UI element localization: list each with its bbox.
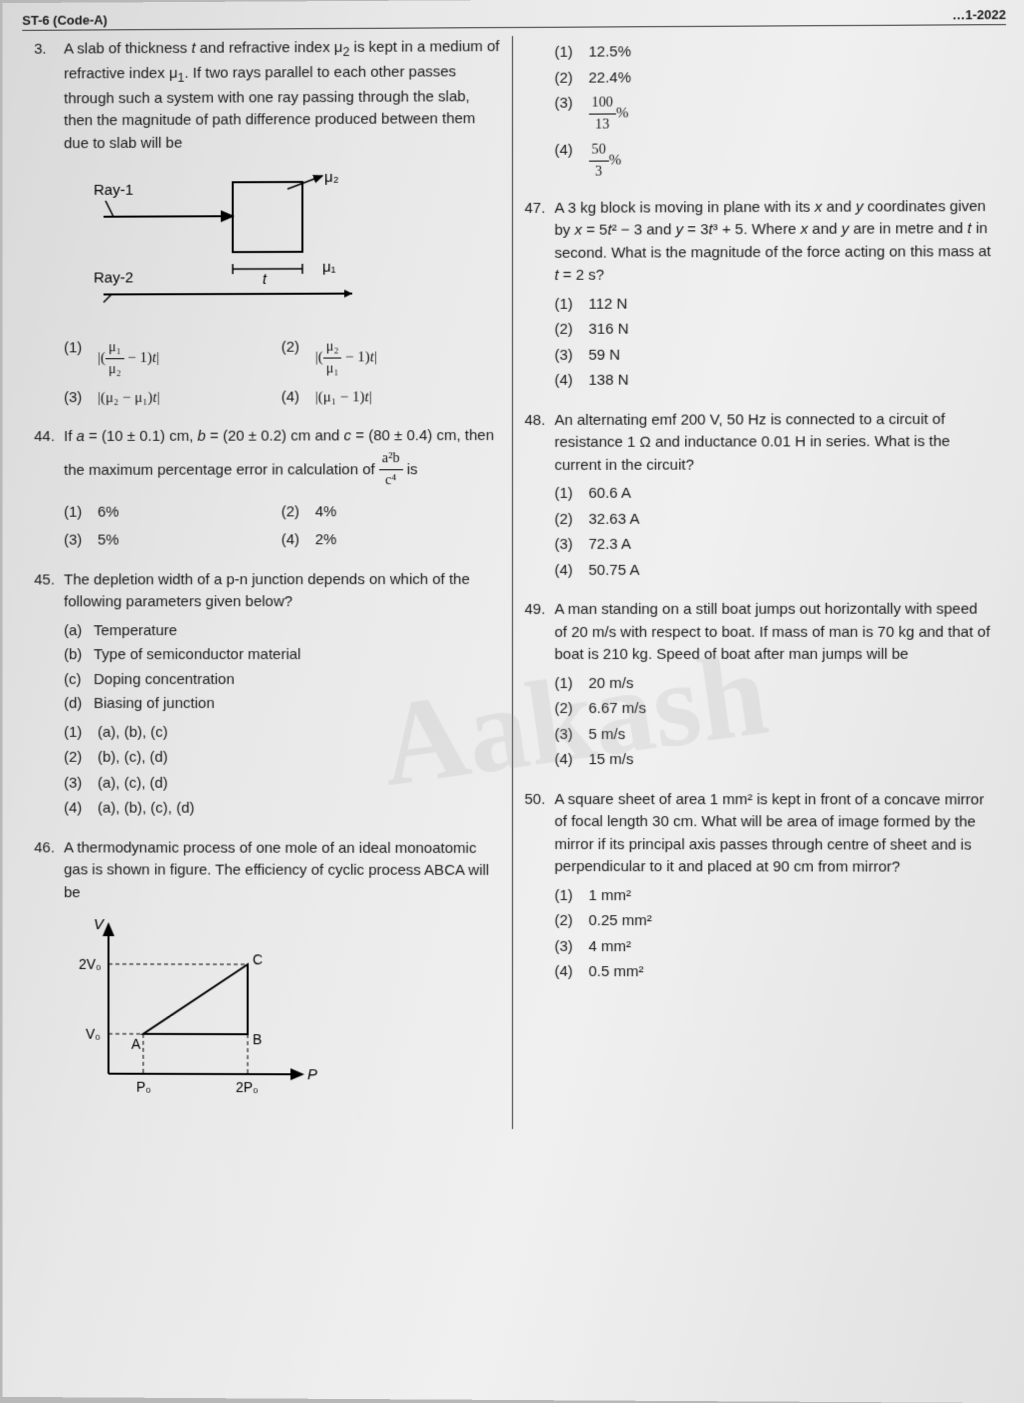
question-45: 45. The depletion width of a p-n junctio… <box>34 569 499 824</box>
svg-text:P₀: P₀ <box>136 1079 151 1095</box>
q50-num: 50. <box>524 789 554 987</box>
q48-num: 48. <box>524 409 554 585</box>
right-column: (1)12.5% (2)22.4% (3)10013% (4)503% 47. … <box>512 33 1006 1131</box>
svg-text:C: C <box>253 951 263 967</box>
q45-body: The depletion width of a p-n junction de… <box>64 569 500 824</box>
page-header: ST-6 (Code-A) …1-2022 <box>22 7 1006 31</box>
question-49: 49. A man standing on a still boat jumps… <box>524 599 993 775</box>
q49-num: 49. <box>524 599 554 775</box>
svg-text:A: A <box>131 1036 141 1052</box>
svg-text:P: P <box>307 1066 317 1083</box>
q49-options: (1)20 m/s (2)6.67 m/s (3)5 m/s (4)15 m/s <box>555 672 994 771</box>
q49-body: A man standing on a still boat jumps out… <box>555 599 994 775</box>
question-44: 44. If a = (10 ± 0.1) cm, b = (20 ± 0.2)… <box>34 425 499 555</box>
svg-text:μ₂: μ₂ <box>324 169 339 186</box>
svg-text:μ₁: μ₁ <box>322 259 336 276</box>
q45-subs: (a)Temperature (b)Type of semiconductor … <box>64 620 500 716</box>
header-left: ST-6 (Code-A) <box>22 12 107 27</box>
q43-num: 3. <box>34 39 64 413</box>
q44-body: If a = (10 ± 0.1) cm, b = (20 ± 0.2) cm … <box>64 425 500 555</box>
svg-text:V: V <box>94 916 106 933</box>
q46-options: (1)12.5% (2)22.4% (3)10013% (4)503% <box>555 39 994 183</box>
header-right: …1-2022 <box>952 7 1006 22</box>
ray2-label: Ray-2 <box>94 269 134 286</box>
q47-body: A 3 kg block is moving in plane with its… <box>555 195 994 395</box>
q50-options: (1)1 mm² (2)0.25 mm² (3)4 mm² (4)0.5 mm² <box>555 885 994 985</box>
q47-num: 47. <box>524 197 554 395</box>
q48-body: An alternating emf 200 V, 50 Hz is conne… <box>555 408 994 585</box>
question-48: 48. An alternating emf 200 V, 50 Hz is c… <box>524 408 993 585</box>
q44-options: (1)6% (2)4% (3)5% (4)2% <box>64 498 500 556</box>
question-46: 46. A thermodynamic process of one mole … <box>34 837 499 1115</box>
q50-body: A square sheet of area 1 mm² is kept in … <box>555 789 994 988</box>
q43-diagram: Ray-1 μ₂ Ray-2 <box>64 163 500 324</box>
svg-text:2P₀: 2P₀ <box>236 1079 259 1095</box>
exam-page: Aakash ST-6 (Code-A) …1-2022 3. A slab o… <box>2 0 1024 1403</box>
svg-text:B: B <box>253 1031 262 1047</box>
q43-options: (1)|(μ₁μ₂ − 1)t| (2)|(μ₂μ₁ − 1)t| (3)|(μ… <box>64 333 500 412</box>
svg-text:t: t <box>263 271 268 287</box>
q45-options: (1)(a), (b), (c) (2)(b), (c), (d) (3)(a)… <box>64 721 500 820</box>
svg-text:2V₀: 2V₀ <box>79 956 102 972</box>
q44-num: 44. <box>34 426 64 555</box>
q43-body: A slab of thickness t and refractive ind… <box>64 36 500 412</box>
left-column: 3. A slab of thickness t and refractive … <box>22 36 512 1129</box>
q46-diagram: V P A B C 2V₀ V₀ P₀ <box>64 914 500 1105</box>
q45-num: 45. <box>34 569 64 823</box>
ray1-label: Ray-1 <box>94 182 134 199</box>
svg-text:V₀: V₀ <box>86 1026 101 1042</box>
q48-options: (1)60.6 A (2)32.63 A (3)72.3 A (4)50.75 … <box>555 482 994 582</box>
columns: 3. A slab of thickness t and refractive … <box>22 33 1006 1131</box>
question-47: 47. A 3 kg block is moving in plane with… <box>524 195 993 395</box>
q46-body: A thermodynamic process of one mole of a… <box>64 837 500 1115</box>
question-50: 50. A square sheet of area 1 mm² is kept… <box>524 789 993 988</box>
q47-options: (1)112 N (2)316 N (3)59 N (4)138 N <box>555 292 994 393</box>
question-43: 3. A slab of thickness t and refractive … <box>34 36 499 412</box>
q46-num: 46. <box>34 837 64 1113</box>
